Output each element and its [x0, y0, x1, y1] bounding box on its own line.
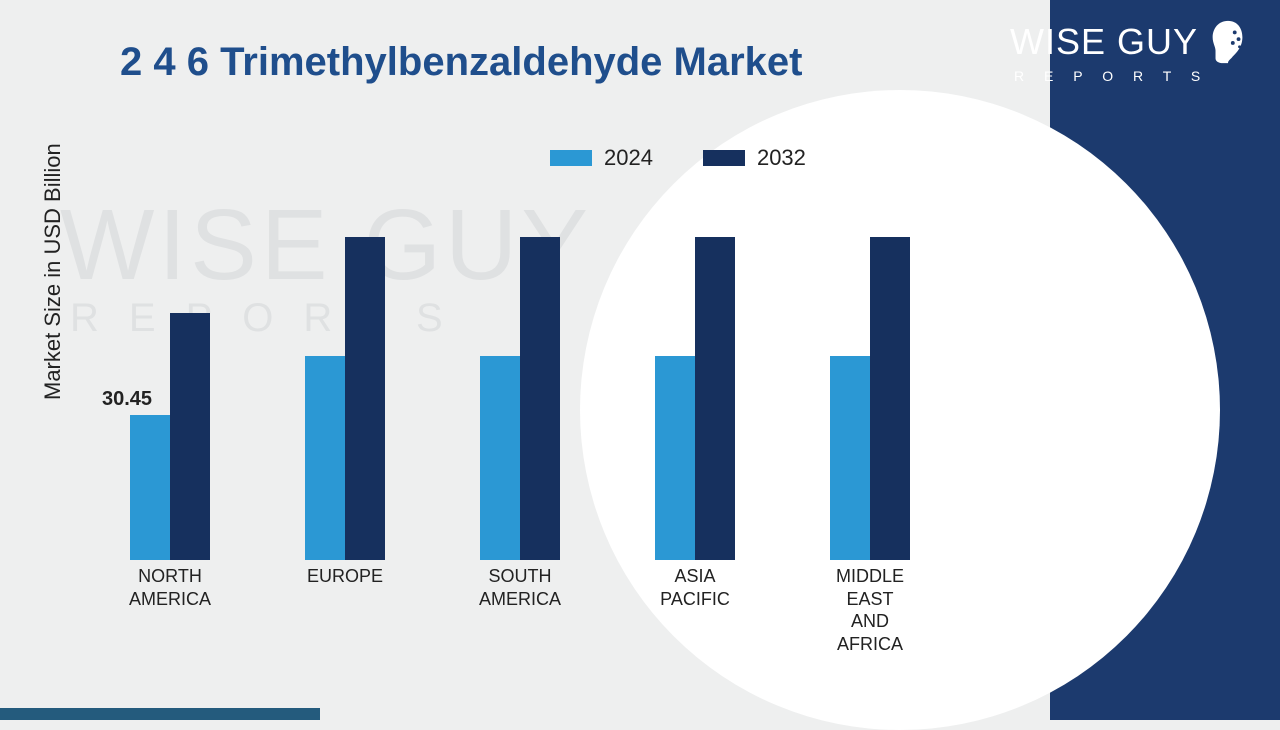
x-category-label: ASIAPACIFIC — [625, 565, 765, 610]
y-axis-label: Market Size in USD Billion — [40, 143, 66, 400]
bar-2032 — [520, 237, 560, 560]
plot-area: 30.45 — [110, 180, 990, 560]
logo-sub-text: R E P O R T S — [1014, 68, 1260, 84]
logo-head-icon — [1204, 18, 1252, 66]
chart-title: 2 4 6 Trimethylbenzaldehyde Market — [120, 40, 802, 85]
bar-2024 — [305, 356, 345, 560]
legend-label-2024: 2024 — [604, 145, 653, 171]
legend-item-2024: 2024 — [550, 145, 653, 171]
legend-item-2032: 2032 — [703, 145, 806, 171]
legend-swatch-2032 — [703, 150, 745, 166]
chart: 2 4 6 Trimethylbenzaldehyde Market Marke… — [0, 0, 1050, 720]
bar-2024 — [130, 415, 170, 560]
bar-value-label: 30.45 — [102, 388, 152, 411]
bar-2032 — [695, 237, 735, 560]
x-category-label: NORTHAMERICA — [100, 565, 240, 610]
legend-swatch-2024 — [550, 150, 592, 166]
bar-2024 — [655, 356, 695, 560]
x-category-label: MIDDLEEASTANDAFRICA — [800, 565, 940, 655]
brand-logo: WISE GUY R E P O R T S — [1010, 18, 1260, 84]
x-category-label: SOUTHAMERICA — [450, 565, 590, 610]
bar-2032 — [870, 237, 910, 560]
bar-2024 — [830, 356, 870, 560]
legend: 2024 2032 — [550, 145, 806, 171]
bar-2032 — [345, 237, 385, 560]
bar-2032 — [170, 313, 210, 560]
bar-2024 — [480, 356, 520, 560]
bottom-accent-bar — [0, 708, 320, 720]
x-category-label: EUROPE — [275, 565, 415, 588]
logo-main-text: WISE GUY — [1010, 24, 1198, 60]
legend-label-2032: 2032 — [757, 145, 806, 171]
x-axis-labels: NORTHAMERICAEUROPESOUTHAMERICAASIAPACIFI… — [110, 565, 990, 705]
